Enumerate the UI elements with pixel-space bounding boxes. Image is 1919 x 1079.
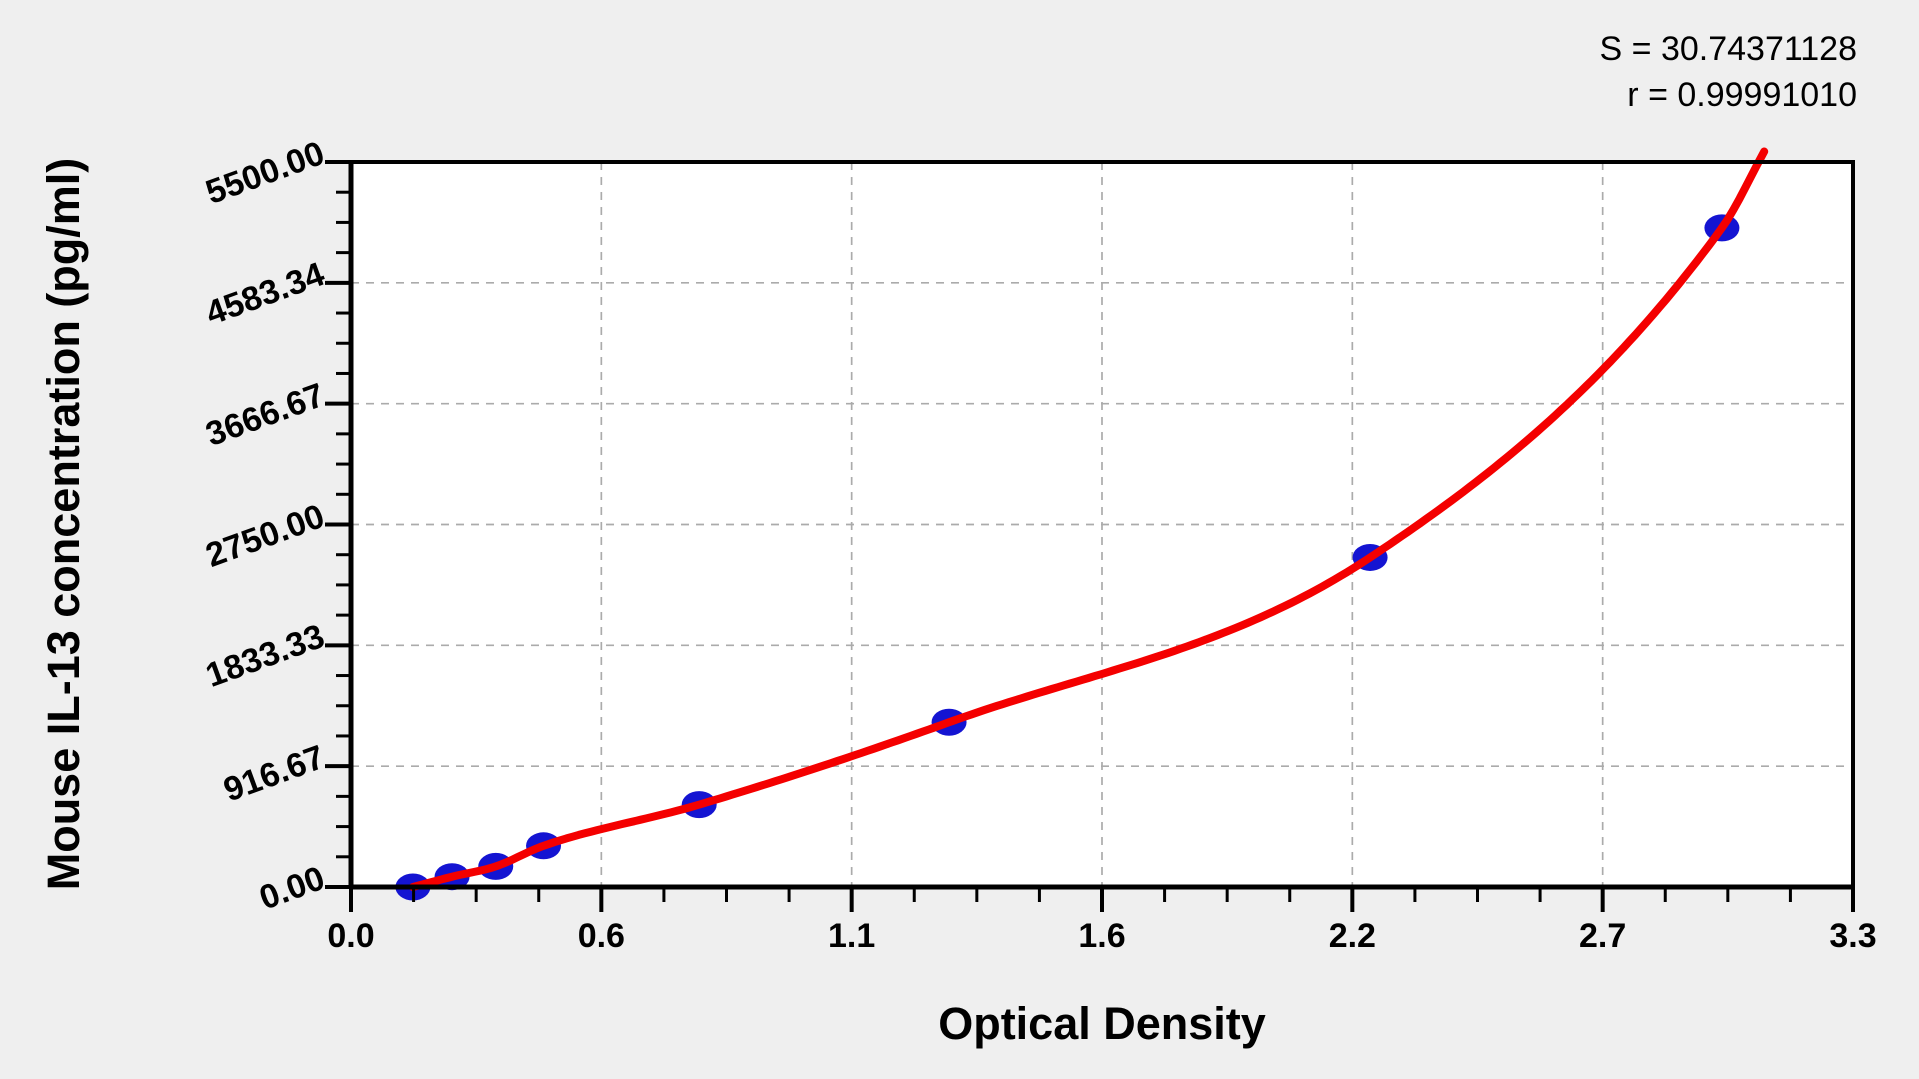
x-tick-label: 2.2 [1328, 917, 1376, 955]
x-tick-label: 0.6 [577, 917, 625, 955]
fit-r-value: r = 0.99991010 [1627, 76, 1857, 114]
x-tick-label: 1.1 [828, 917, 876, 955]
y-axis-title: Mouse IL-13 concentration (pg/ml) [38, 157, 89, 891]
fit-s-value: S = 30.74371128 [1599, 30, 1857, 68]
fit-statistics: S = 30.74371128 r = 0.99991010 [1600, 26, 1857, 118]
x-tick-label: 3.3 [1829, 917, 1877, 955]
x-tick-label: 2.7 [1579, 917, 1627, 955]
x-tick-label: 0.0 [327, 917, 375, 955]
fitted-curve [408, 147, 1769, 891]
x-axis-title: Optical Density [938, 998, 1266, 1049]
x-tick-label: 1.6 [1078, 917, 1126, 955]
